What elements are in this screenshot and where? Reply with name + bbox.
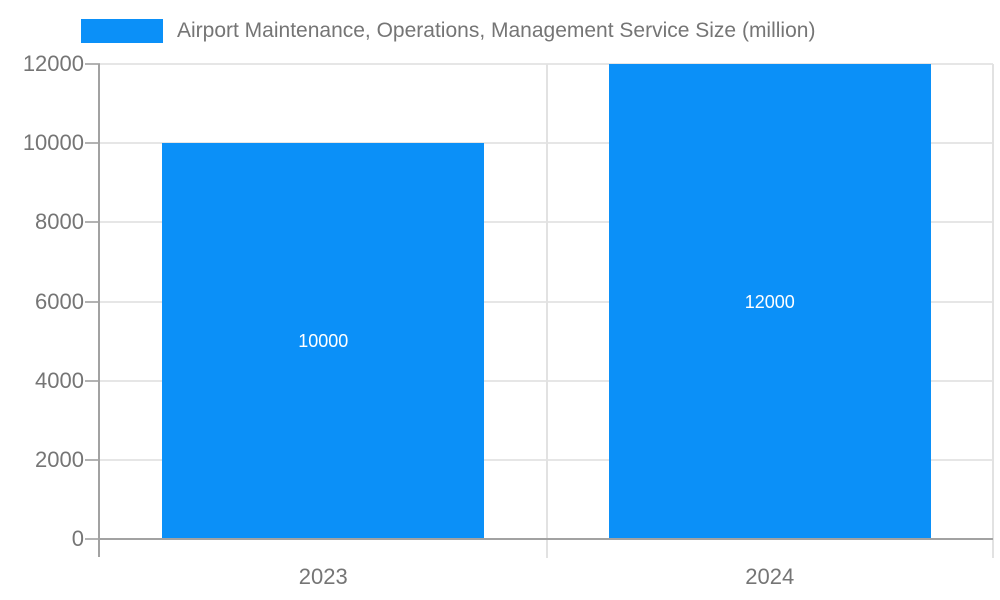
bar-value-label: 12000 [744,291,795,312]
y-axis-tick [85,458,100,461]
legend-label: Airport Maintenance, Operations, Managem… [177,19,816,42]
gridline-x-boundary-1 [545,64,548,558]
x-axis-line [100,538,993,540]
x-axis-label-2023: 2023 [298,564,348,589]
legend-swatch [81,19,163,43]
y-axis-tick [85,379,100,382]
y-axis-label: 0 [71,526,84,551]
bar-2024[interactable] [608,64,931,539]
y-axis-tick [85,300,100,303]
y-axis-label: 6000 [35,288,84,314]
bar-value-label: 10000 [298,331,349,352]
y-axis-label: 8000 [35,209,84,235]
x-axis-label-2024: 2024 [745,564,795,589]
gridline-x-boundary-2 [992,64,994,558]
y-axis-tick [85,142,100,145]
y-axis-line [98,64,100,557]
bar-2023[interactable] [162,143,485,539]
y-axis-label: 4000 [35,367,84,393]
y-axis-tick [85,63,100,65]
y-axis-label: 2000 [35,446,84,472]
y-axis-tick [85,538,100,540]
y-axis-tick [85,221,100,224]
y-axis-label: 12000 [22,51,84,76]
y-axis-label: 10000 [22,130,84,156]
